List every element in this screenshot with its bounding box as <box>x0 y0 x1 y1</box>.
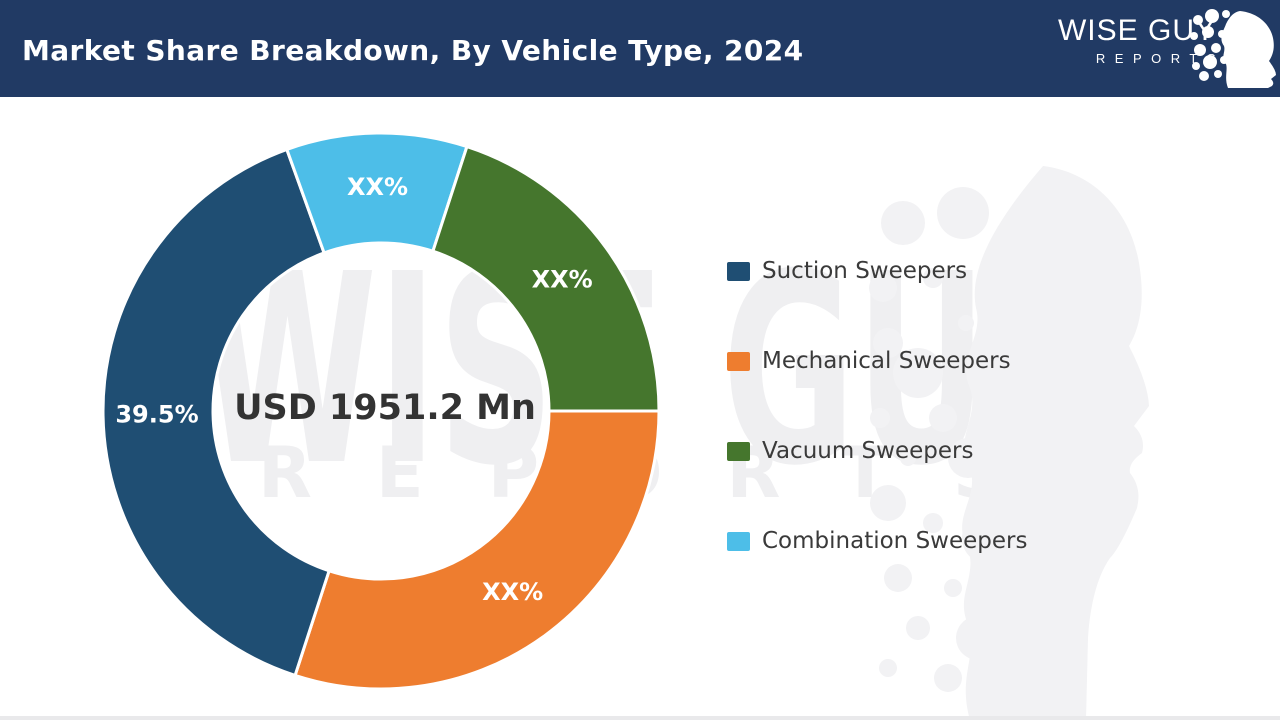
header-bar: Market Share Breakdown, By Vehicle Type,… <box>0 0 1280 97</box>
segment-value-label: XX% <box>347 173 408 201</box>
legend-label: Combination Sweepers <box>762 528 1028 554</box>
legend-swatch-mechanical <box>727 351 750 371</box>
chart-legend: Suction Sweepers Mechanical Sweepers Vac… <box>727 253 1027 613</box>
brand-subtext: REPORTS <box>1095 51 1225 66</box>
segment-value-label: 39.5% <box>115 401 198 429</box>
donut-segment <box>293 409 661 691</box>
footer-divider <box>0 716 1280 720</box>
legend-label: Vacuum Sweepers <box>762 438 974 464</box>
legend-label: Mechanical Sweepers <box>762 348 1011 374</box>
legend-swatch-suction <box>727 261 750 281</box>
legend-item-suction: Suction Sweepers <box>727 253 1027 289</box>
chart-center-value: USD 1951.2 Mn <box>234 388 536 428</box>
brand-face-icon <box>1190 9 1276 88</box>
donut-segment <box>431 145 661 413</box>
page-title: Market Share Breakdown, By Vehicle Type,… <box>22 34 804 67</box>
legend-swatch-vacuum <box>727 441 750 461</box>
legend-item-mechanical: Mechanical Sweepers <box>727 343 1027 379</box>
watermark-face-icon <box>869 166 1149 720</box>
legend-swatch-combination <box>727 531 750 551</box>
donut-segment <box>101 147 331 677</box>
legend-item-vacuum: Vacuum Sweepers <box>727 433 1027 469</box>
brand-logo: WISE GUY REPORTS <box>1030 0 1280 97</box>
legend-item-combination: Combination Sweepers <box>727 523 1027 559</box>
brand-logo-text: WISE GUY REPORTS <box>1057 14 1216 66</box>
donut-chart: XX% 39.5% XX% XX% USD 1951.2 Mn <box>101 131 661 691</box>
donut-segments: XX% 39.5% XX% XX% <box>101 131 661 691</box>
segment-value-label: XX% <box>482 578 543 606</box>
brand-wordmark: WISE GUY <box>1057 14 1216 47</box>
legend-label: Suction Sweepers <box>762 258 968 284</box>
segment-value-label: XX% <box>532 265 593 293</box>
